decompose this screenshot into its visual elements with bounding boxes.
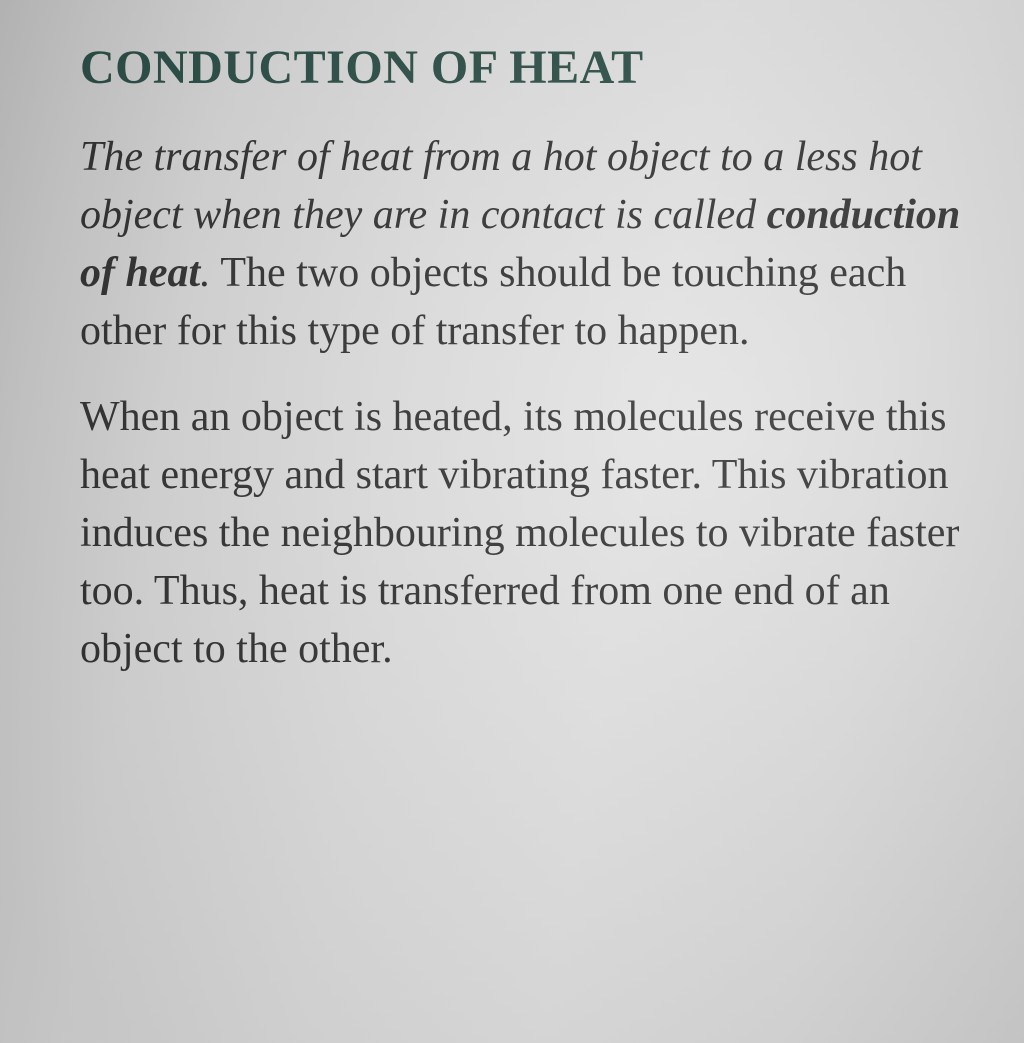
section-heading: CONDUCTION OF HEAT <box>80 40 964 95</box>
paragraph-explanation: When an object is heated, its molecules … <box>80 389 964 679</box>
definition-period-italic: . <box>200 250 211 296</box>
paragraph-definition: The transfer of heat from a hot object t… <box>80 129 964 361</box>
textbook-page: CONDUCTION OF HEAT The transfer of heat … <box>0 0 1024 1043</box>
